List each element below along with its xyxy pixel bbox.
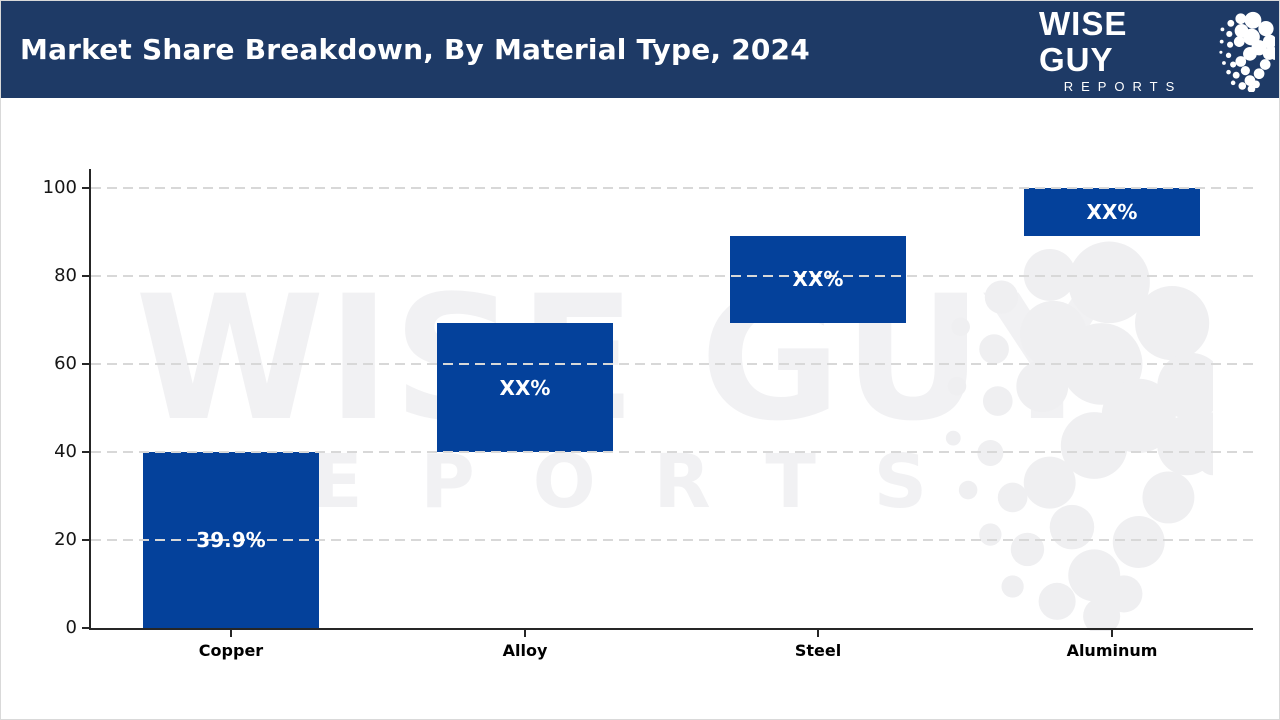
y-tick-label-40: 40 (54, 441, 77, 462)
page-title: Market Share Breakdown, By Material Type… (20, 33, 810, 66)
bar-label-copper: 39.9% (196, 528, 266, 553)
x-tickmark-copper (230, 630, 232, 637)
gridline-20 (91, 539, 1253, 541)
y-tick-label-0: 0 (65, 617, 77, 638)
brand-logo: WISE GUY REPORTS (1039, 5, 1275, 95)
y-tickmark-20 (82, 539, 91, 541)
x-category-label-aluminum: Aluminum (1066, 641, 1158, 660)
bar-aluminum (1024, 188, 1200, 236)
x-tickmark-alloy (524, 630, 526, 637)
bar-label-alloy: XX% (499, 375, 551, 400)
y-tick-label-20: 20 (54, 529, 77, 550)
x-axis (89, 628, 1253, 630)
brand-name: WISE GUY (1039, 5, 1128, 78)
y-tickmark-60 (82, 363, 91, 365)
bar-label-steel: XX% (792, 267, 844, 292)
y-tickmark-40 (82, 451, 91, 453)
brand-tagline: REPORTS (1063, 79, 1183, 94)
watermark-brand-text: WISE GUY (135, 258, 1112, 459)
x-category-label-alloy: Alloy (502, 641, 548, 660)
gridline-40 (91, 451, 1253, 453)
y-tick-label-60: 60 (54, 353, 77, 374)
bar-alloy (437, 323, 613, 453)
bar-label-aluminum: XX% (1086, 199, 1138, 224)
gridline-100 (91, 187, 1253, 189)
header-bar: Market Share Breakdown, By Material Type… (1, 1, 1279, 98)
gridline-60 (91, 363, 1253, 365)
y-axis (89, 169, 91, 630)
x-category-label-copper: Copper (198, 641, 264, 660)
x-tickmark-aluminum (1111, 630, 1113, 637)
bar-steel (730, 235, 906, 324)
brand-head-icon (1205, 8, 1275, 92)
x-category-label-steel: Steel (794, 641, 842, 660)
gridline-80 (91, 275, 1253, 277)
y-tickmark-100 (82, 187, 91, 189)
brand-logo-text: WISE GUY REPORTS (1039, 5, 1203, 95)
y-tickmark-80 (82, 275, 91, 277)
x-tickmark-steel (817, 630, 819, 637)
watermark-head-icon (879, 223, 1213, 631)
y-tick-label-100: 100 (42, 177, 77, 198)
y-tick-label-80: 80 (54, 265, 77, 286)
y-tickmark-0 (82, 627, 91, 629)
